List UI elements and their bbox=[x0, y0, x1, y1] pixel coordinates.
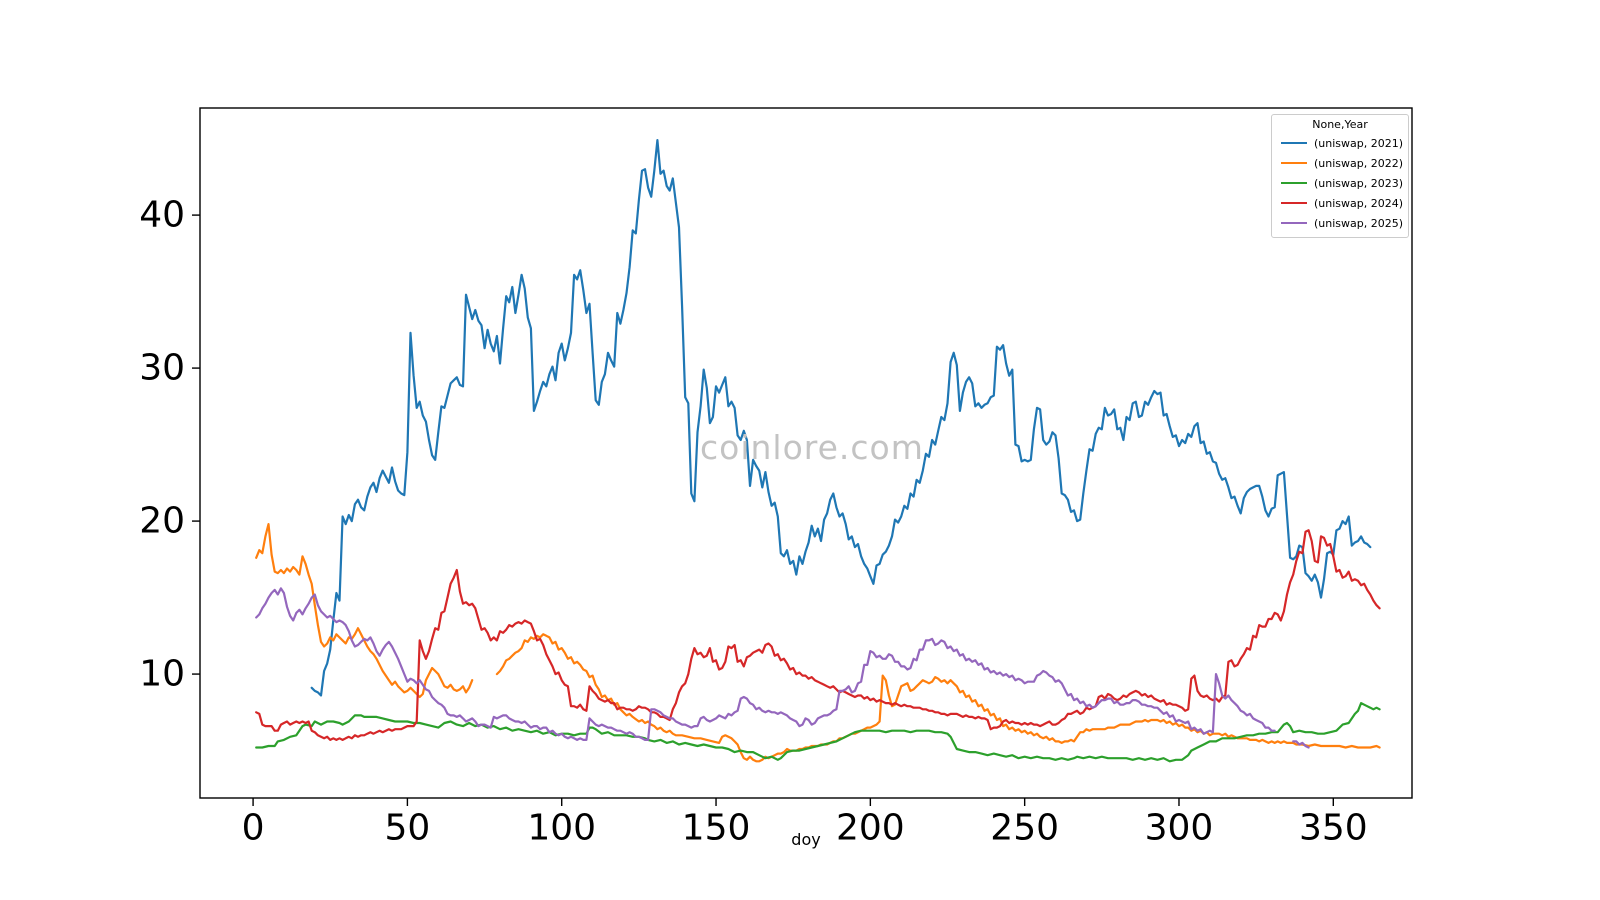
series-line-2 bbox=[255, 701, 1381, 763]
x-tick-label: 100 bbox=[527, 808, 596, 849]
x-tick-label: 50 bbox=[384, 808, 430, 849]
series-line-4 bbox=[255, 587, 1276, 742]
legend-line-swatch-2025 bbox=[1281, 222, 1307, 224]
y-tick-label: 30 bbox=[139, 348, 185, 389]
legend-line-swatch-2024 bbox=[1281, 202, 1307, 204]
watermark: coinlore.com bbox=[700, 428, 924, 467]
series-line-0 bbox=[310, 139, 1372, 697]
x-tick-label: 150 bbox=[682, 808, 751, 849]
legend: None,Year (uniswap, 2021) (uniswap, 2022… bbox=[1271, 114, 1409, 238]
x-tick-label: 0 bbox=[242, 808, 265, 849]
x-axis-label: doy bbox=[791, 830, 821, 849]
legend-label: (uniswap, 2023) bbox=[1314, 176, 1404, 190]
series-line-1 bbox=[495, 633, 1381, 763]
legend-entry-2022: (uniswap, 2022) bbox=[1272, 153, 1408, 173]
x-tick-label: 350 bbox=[1299, 808, 1368, 849]
legend-label: (uniswap, 2025) bbox=[1314, 216, 1404, 230]
y-tick-label: 40 bbox=[139, 195, 185, 236]
y-tick-label: 10 bbox=[139, 654, 185, 695]
y-tick-label: 20 bbox=[139, 501, 185, 542]
legend-line-swatch-2022 bbox=[1281, 162, 1307, 164]
x-tick-label: 200 bbox=[836, 808, 905, 849]
legend-title: None,Year bbox=[1312, 118, 1368, 131]
legend-entry-2024: (uniswap, 2024) bbox=[1272, 193, 1408, 213]
legend-label: (uniswap, 2022) bbox=[1314, 156, 1404, 170]
legend-label: (uniswap, 2024) bbox=[1314, 196, 1404, 210]
legend-line-swatch-2023 bbox=[1281, 182, 1307, 184]
legend-line-swatch-2021 bbox=[1281, 142, 1307, 144]
plot-border bbox=[199, 107, 1413, 799]
series-line-3 bbox=[255, 529, 1381, 742]
x-tick-label: 300 bbox=[1145, 808, 1214, 849]
legend-entry-2021: (uniswap, 2021) bbox=[1272, 133, 1408, 153]
legend-label: (uniswap, 2021) bbox=[1314, 136, 1404, 150]
legend-entry-2023: (uniswap, 2023) bbox=[1272, 173, 1408, 193]
legend-entry-2025: (uniswap, 2025) bbox=[1272, 213, 1408, 233]
x-tick-label: 250 bbox=[990, 808, 1059, 849]
series-line-4 bbox=[1292, 740, 1310, 749]
